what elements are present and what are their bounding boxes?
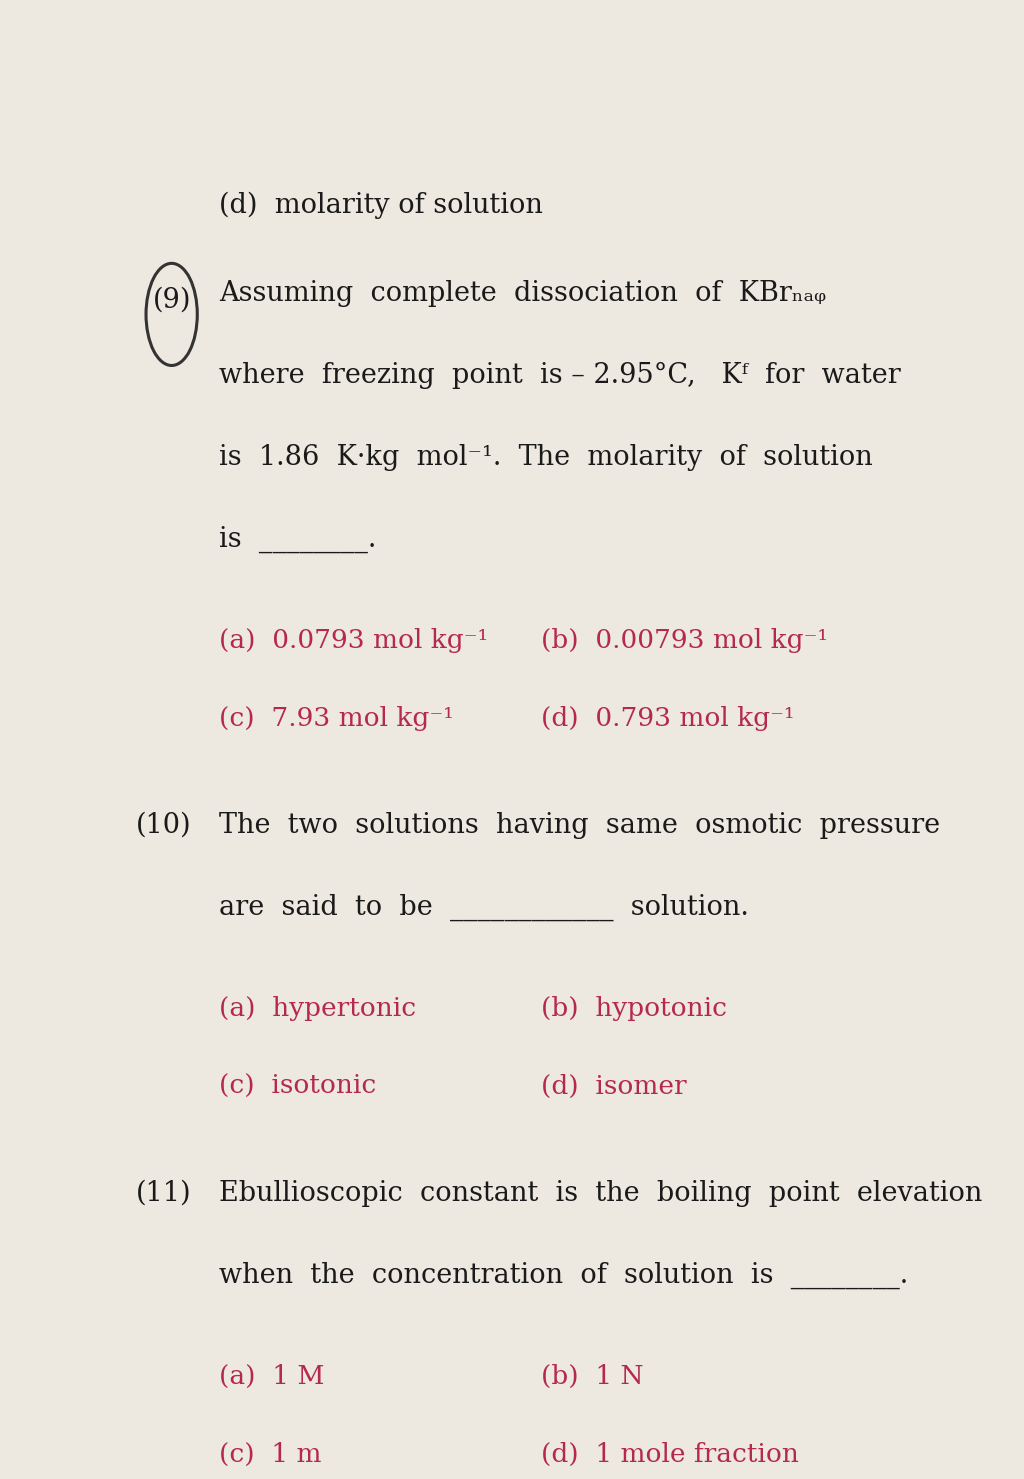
Text: is  1.86  K·kg  mol⁻¹.  The  molarity  of  solution: is 1.86 K·kg mol⁻¹. The molarity of solu… bbox=[219, 444, 873, 470]
Text: (9): (9) bbox=[153, 287, 190, 314]
Text: (c)  7.93 mol kg⁻¹: (c) 7.93 mol kg⁻¹ bbox=[219, 705, 454, 731]
Text: is  ________.: is ________. bbox=[219, 527, 377, 553]
Text: (c)  isotonic: (c) isotonic bbox=[219, 1074, 377, 1099]
Text: (b)  1 N: (b) 1 N bbox=[541, 1364, 643, 1389]
Text: (a)  1 M: (a) 1 M bbox=[219, 1364, 325, 1389]
Text: (c)  1 m: (c) 1 m bbox=[219, 1442, 322, 1467]
Text: (b)  0.00793 mol kg⁻¹: (b) 0.00793 mol kg⁻¹ bbox=[541, 629, 827, 654]
Text: (d)  molarity of solution: (d) molarity of solution bbox=[219, 191, 543, 219]
Text: (b)  hypotonic: (b) hypotonic bbox=[541, 997, 727, 1022]
Text: (d)  1 mole fraction: (d) 1 mole fraction bbox=[541, 1442, 799, 1467]
Text: (a)  hypertonic: (a) hypertonic bbox=[219, 997, 417, 1022]
Text: where  freezing  point  is – 2.95°C,   Kᶠ  for  water: where freezing point is – 2.95°C, Kᶠ for… bbox=[219, 362, 901, 389]
Text: (d)  0.793 mol kg⁻¹: (d) 0.793 mol kg⁻¹ bbox=[541, 705, 795, 731]
Text: Assuming  complete  dissociation  of  KBrₙₐᵩ: Assuming complete dissociation of KBrₙₐᵩ bbox=[219, 280, 826, 308]
Text: are  said  to  be  ____________  solution.: are said to be ____________ solution. bbox=[219, 893, 750, 921]
Text: (d)  isomer: (d) isomer bbox=[541, 1074, 686, 1099]
Text: (10): (10) bbox=[136, 812, 191, 839]
Text: (a)  0.0793 mol kg⁻¹: (a) 0.0793 mol kg⁻¹ bbox=[219, 629, 488, 654]
Text: The  two  solutions  having  same  osmotic  pressure: The two solutions having same osmotic pr… bbox=[219, 812, 940, 839]
Text: when  the  concentration  of  solution  is  ________.: when the concentration of solution is __… bbox=[219, 1262, 908, 1288]
Text: Ebullioscopic  constant  is  the  boiling  point  elevation: Ebullioscopic constant is the boiling po… bbox=[219, 1180, 983, 1207]
Text: (11): (11) bbox=[136, 1180, 191, 1207]
